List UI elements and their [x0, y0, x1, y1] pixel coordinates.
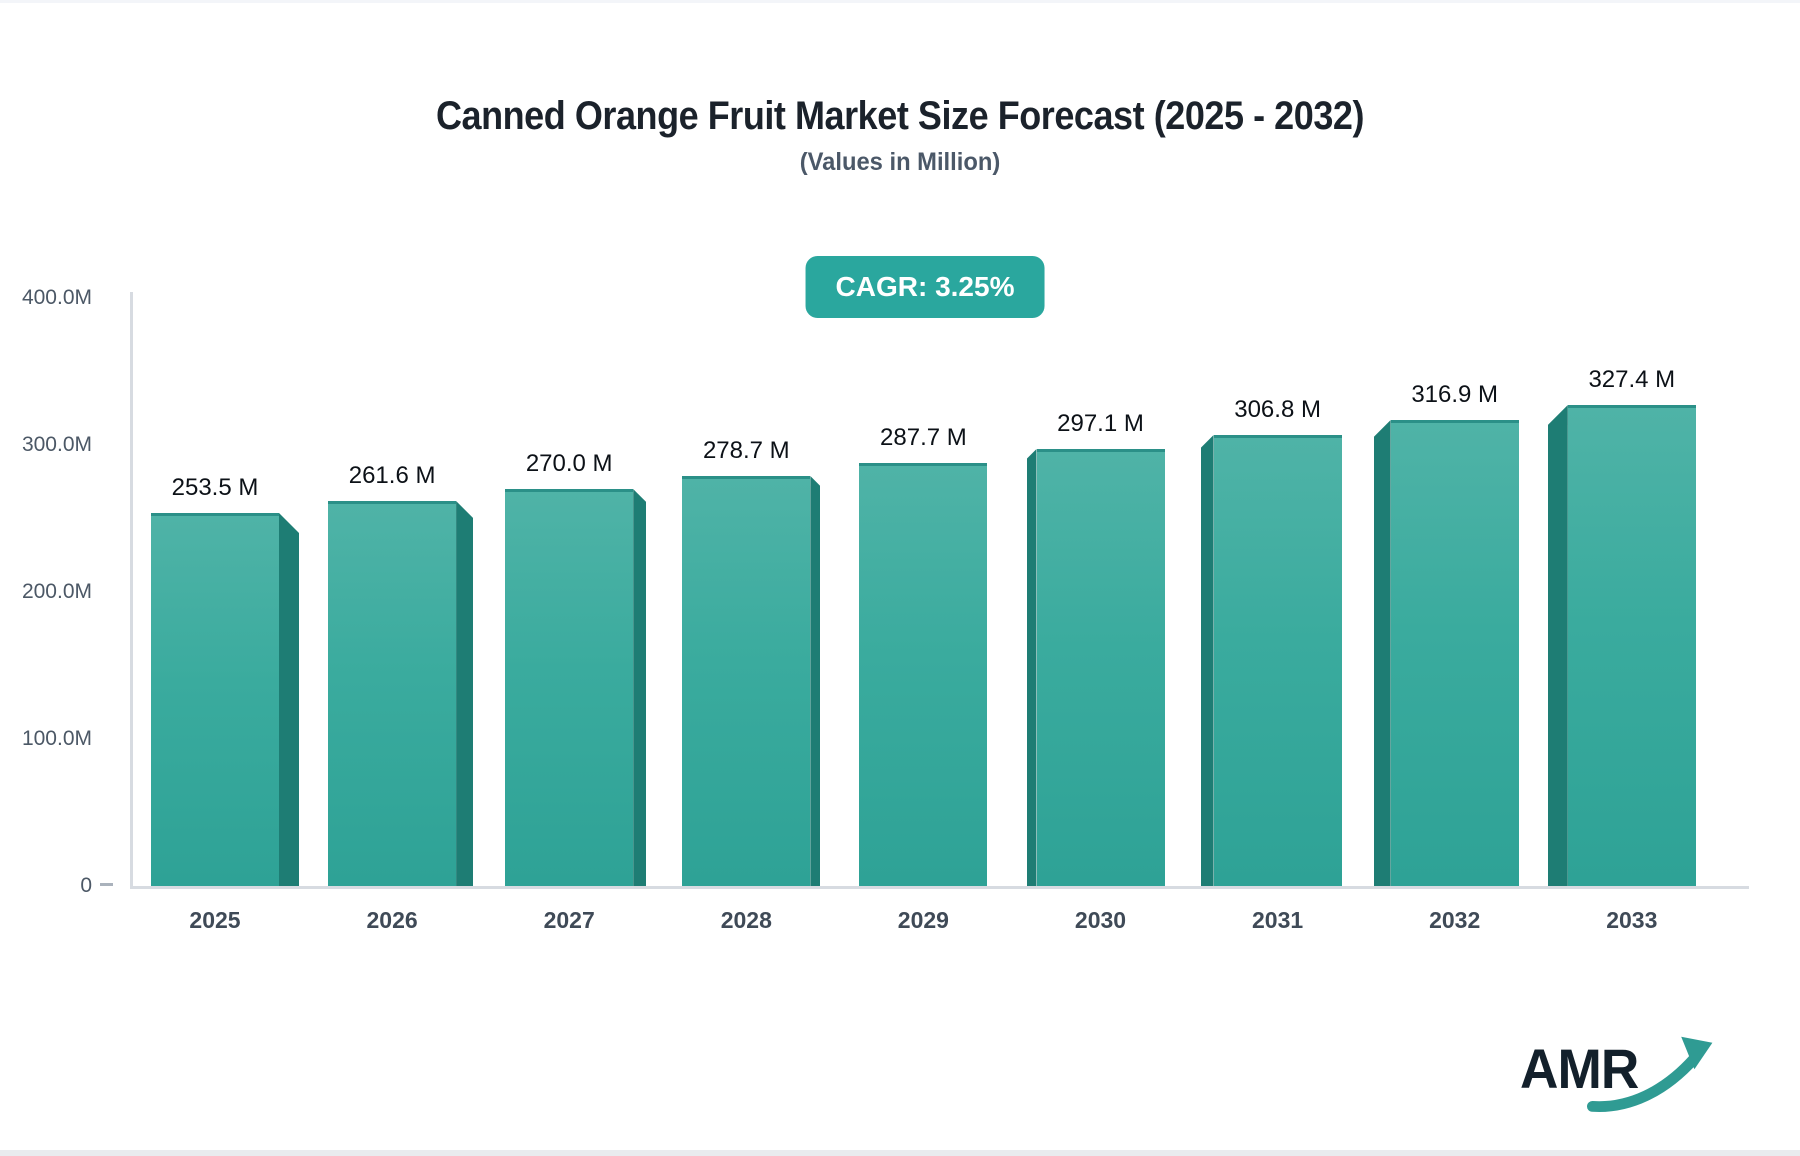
- x-axis-tick-label: 2029: [897, 907, 949, 933]
- x-axis-tick-label: 2026: [366, 907, 418, 933]
- bar-2030[interactable]: [1036, 449, 1165, 886]
- bar-value-label: 297.1 M: [1057, 410, 1144, 437]
- y-axis-tick-label: 0: [80, 874, 92, 897]
- cagr-badge: CAGR: 3.25%: [805, 256, 1045, 318]
- bar-side-facet: [1547, 405, 1568, 886]
- x-axis-tick-label: 2031: [1252, 907, 1304, 933]
- y-axis-tick-label: 100.0M: [21, 727, 92, 750]
- page-top-edge: [0, 0, 1800, 3]
- bar-side-facet: [633, 489, 647, 886]
- x-axis-tick-label: 2033: [1606, 907, 1658, 933]
- bar-value-label: 327.4 M: [1588, 366, 1676, 393]
- bar-side-facet: [1200, 435, 1214, 886]
- bar-side-facet: [456, 501, 474, 886]
- y-axis-tick-label: 200.0M: [21, 580, 92, 603]
- bar-2031[interactable]: [1213, 435, 1342, 886]
- bar-value-label: 253.5 M: [171, 474, 259, 501]
- x-axis-tick-label: 2025: [189, 907, 241, 933]
- x-axis-line: [130, 886, 1749, 889]
- bar-value-label: 306.8 M: [1234, 396, 1321, 423]
- bar-side-facet: [1026, 449, 1037, 886]
- bar-2032[interactable]: [1390, 420, 1519, 886]
- y-axis-tick-label: 400.0M: [21, 286, 92, 309]
- growth-arrow-icon: [1587, 1036, 1713, 1112]
- bar-2025[interactable]: [151, 513, 279, 886]
- bar-value-label: 316.9 M: [1411, 381, 1499, 408]
- page-bottom-edge: [0, 1150, 1800, 1156]
- x-axis-tick-label: 2027: [543, 907, 595, 933]
- bar-2026[interactable]: [328, 501, 457, 886]
- amr-logo: AMR: [1520, 1030, 1720, 1112]
- x-axis-tick-label: 2030: [1074, 907, 1127, 933]
- bar-side-facet: [279, 513, 299, 886]
- bar-value-label: 270.0 M: [525, 450, 613, 477]
- bar-2028[interactable]: [682, 476, 811, 886]
- bar-2027[interactable]: [505, 489, 634, 886]
- bar-value-label: 278.7 M: [702, 437, 790, 464]
- zero-tick-mark: [100, 883, 113, 886]
- x-axis-tick-label: 2028: [720, 907, 772, 933]
- x-axis-tick-label: 2032: [1429, 907, 1481, 933]
- bar-value-label: 261.6 M: [348, 462, 436, 489]
- y-axis-tick-label: 300.0M: [21, 433, 92, 456]
- y-axis-line: [130, 292, 133, 889]
- bar-side-facet: [1373, 420, 1391, 886]
- bar-side-facet: [810, 476, 821, 886]
- chart-subtitle: (Values in Million): [799, 148, 1001, 176]
- bar-2033[interactable]: [1567, 405, 1696, 886]
- bar-2029[interactable]: [859, 463, 988, 886]
- chart-title: Canned Orange Fruit Market Size Forecast…: [435, 94, 1365, 138]
- bar-value-label: 287.7 M: [880, 424, 967, 451]
- amr-logo-text: AMR: [1520, 1037, 1639, 1100]
